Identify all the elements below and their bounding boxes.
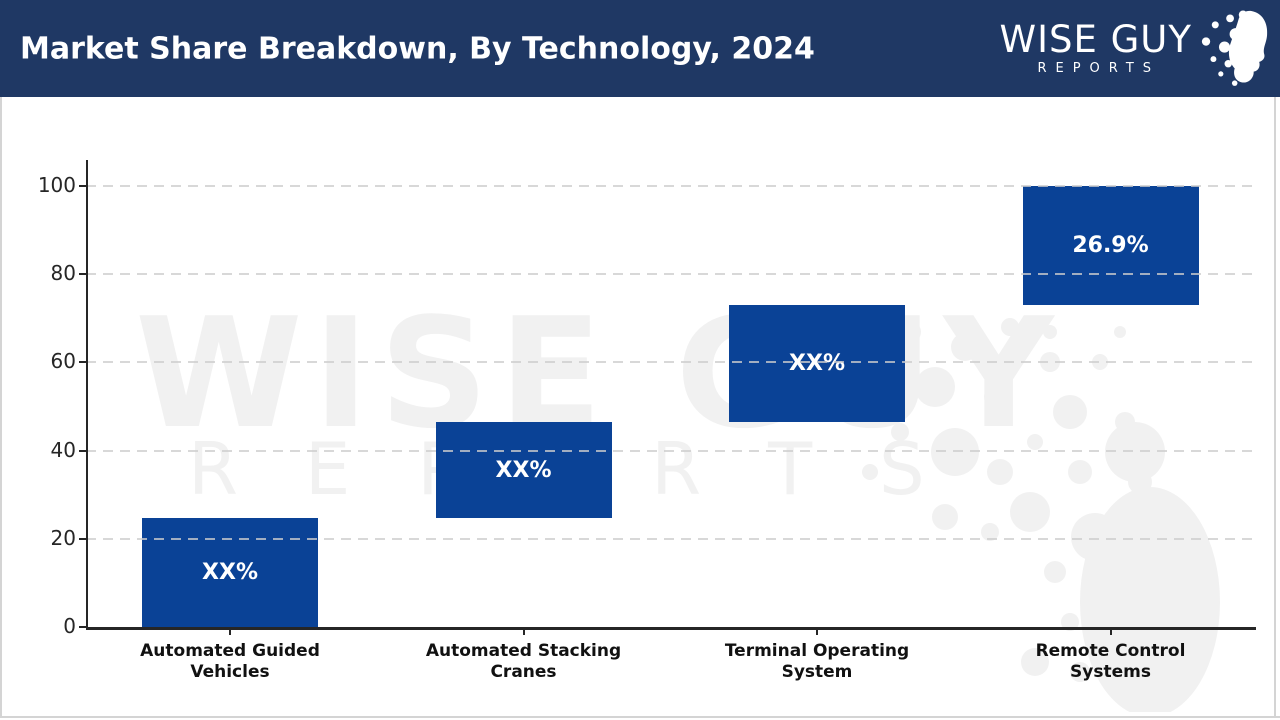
- bar: 26.9%: [1022, 186, 1199, 305]
- y-tick-label: 20: [50, 525, 76, 550]
- logo-head-icon: [1201, 10, 1268, 86]
- y-tick-label: 40: [50, 437, 76, 462]
- page-edge-left: [0, 97, 2, 718]
- y-tick-mark: [79, 626, 86, 628]
- bar: XX%: [729, 304, 905, 423]
- y-tick-mark: [79, 537, 86, 540]
- gridline: [86, 273, 1256, 276]
- bar-value-label: XX%: [495, 457, 552, 483]
- chart-plot-area: WISE GUY R E P O R T S 020406080100XX%Au…: [0, 97, 1280, 720]
- bar-value-label: XX%: [202, 560, 258, 586]
- plot-layer: 0 20 40 60 80 100 XX% Automated Guided Vehicles…: [0, 97, 1280, 720]
- y-tick-label: 60: [50, 349, 76, 374]
- gridline: [86, 185, 1256, 187]
- chart-title: Market Share Breakdown, By Technology, 2…: [20, 31, 815, 66]
- page-edge-right: [1274, 97, 1276, 718]
- x-tick-mark: [522, 627, 525, 635]
- x-tick-mark: [229, 627, 231, 635]
- bar-value-label: XX%: [789, 350, 845, 376]
- y-tick-mark: [79, 361, 86, 364]
- page-edge-bottom: [0, 716, 1280, 718]
- x-tick-mark: [816, 627, 818, 635]
- gridline: [86, 361, 1256, 364]
- x-category-label: Automated Guided Vehicles: [140, 641, 320, 682]
- y-axis-line: [86, 160, 88, 630]
- y-tick-mark: [79, 273, 86, 276]
- bar: XX%: [435, 422, 612, 519]
- header-bar: Market Share Breakdown, By Technology, 2…: [0, 0, 1280, 97]
- logo-brand-subtitle: REPORTS: [1037, 61, 1161, 76]
- y-tick-mark: [79, 185, 86, 187]
- logo-brand-name: WISE GUY: [999, 18, 1192, 61]
- x-axis-line: [86, 627, 1256, 630]
- x-category-label: Terminal Operating System: [724, 641, 910, 682]
- bar: XX%: [142, 518, 318, 627]
- gridline: [86, 449, 1256, 452]
- gridline: [86, 537, 1256, 540]
- y-tick-mark: [79, 449, 86, 452]
- y-tick-label: 80: [50, 261, 76, 286]
- x-category-label: Remote Control Systems: [1035, 641, 1186, 682]
- y-tick-label: 100: [37, 173, 76, 197]
- wise-guy-reports-logo: WISE GUY REPORTS: [1000, 6, 1268, 90]
- logo-text: WISE GUY REPORTS: [999, 18, 1192, 77]
- x-category-label: Automated Stacking Cranes: [425, 641, 622, 682]
- y-tick-label: 0: [63, 614, 76, 638]
- x-tick-mark: [1109, 627, 1112, 635]
- bar-value-label: 26.9%: [1072, 232, 1149, 258]
